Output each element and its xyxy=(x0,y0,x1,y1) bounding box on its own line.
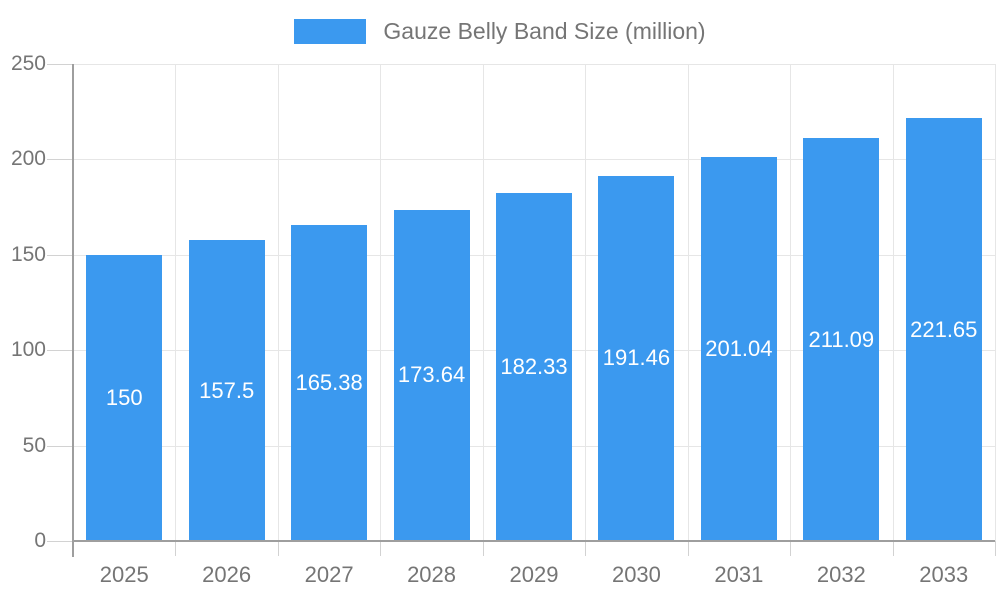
x-axis-tick-label: 2026 xyxy=(202,562,252,587)
y-gridline xyxy=(73,159,995,161)
bar-value-label: 182.33 xyxy=(500,354,568,380)
x-axis-line xyxy=(72,540,995,542)
x-gridline xyxy=(585,64,587,541)
x-axis-tick xyxy=(585,541,587,556)
x-gridline xyxy=(790,64,792,541)
x-axis-tick-label: 2027 xyxy=(304,562,354,587)
bar-2033[interactable]: 221.65 xyxy=(905,118,982,541)
x-axis-tick-label: 2028 xyxy=(407,562,457,587)
y-axis-tick xyxy=(47,254,73,256)
x-gridline xyxy=(380,64,382,541)
y-gridline xyxy=(73,64,995,65)
bar-value-label: 191.46 xyxy=(602,345,671,371)
bar-2031[interactable]: 201.04 xyxy=(700,157,777,541)
bar-2025[interactable]: 150 xyxy=(86,254,163,541)
bar-value-label: 201.04 xyxy=(705,336,773,362)
x-gridline xyxy=(995,64,996,541)
y-axis-tick xyxy=(47,541,73,542)
x-gridline xyxy=(482,64,484,541)
y-axis-tick xyxy=(47,159,73,161)
x-axis-tick xyxy=(790,541,792,556)
y-axis-tick-label: 50 xyxy=(22,433,46,457)
chart-legend: Gauze Belly Band Size (million) xyxy=(0,18,1000,45)
bar-value-label: 221.65 xyxy=(910,316,978,342)
x-axis-tick xyxy=(482,541,484,556)
legend-item[interactable]: Gauze Belly Band Size (million) xyxy=(294,18,706,45)
bar-value-label: 173.64 xyxy=(397,362,466,388)
x-axis-tick-label: 2030 xyxy=(611,562,661,587)
x-gridline xyxy=(277,64,279,541)
y-axis-tick-label: 0 xyxy=(34,529,46,552)
y-axis-tick xyxy=(47,350,73,352)
x-axis-tick xyxy=(687,541,689,556)
y-axis-tick-label: 200 xyxy=(10,147,46,171)
y-axis-tick-label: 150 xyxy=(10,242,46,266)
bar-2028[interactable]: 173.64 xyxy=(393,209,470,541)
x-axis-tick xyxy=(892,541,894,556)
bar-2032[interactable]: 211.09 xyxy=(803,138,880,541)
x-axis-tick-label: 2033 xyxy=(919,562,969,587)
y-axis-tick-label: 250 xyxy=(10,52,46,75)
x-axis-tick-label: 2029 xyxy=(509,562,559,587)
y-axis-tick xyxy=(47,64,73,65)
x-axis-tick-label: 2031 xyxy=(714,562,764,587)
x-axis-tick xyxy=(380,541,382,556)
y-axis-line xyxy=(72,64,74,557)
bar-2027[interactable]: 165.38 xyxy=(291,225,368,541)
bar-value-label: 150 xyxy=(105,384,143,410)
legend-swatch-icon xyxy=(294,19,367,44)
y-axis-tick-label: 100 xyxy=(10,338,46,362)
legend-label: Gauze Belly Band Size (million) xyxy=(383,18,706,44)
bar-value-label: 165.38 xyxy=(295,370,363,396)
bar-2030[interactable]: 191.46 xyxy=(598,175,675,541)
x-axis-tick xyxy=(995,541,996,556)
x-gridline xyxy=(892,64,894,541)
x-gridline xyxy=(175,64,177,541)
bar-value-label: 211.09 xyxy=(808,326,875,352)
x-axis-tick xyxy=(175,541,177,556)
x-axis-tick-label: 2032 xyxy=(816,562,866,587)
bar-value-label: 157.5 xyxy=(199,377,255,403)
bar-2029[interactable]: 182.33 xyxy=(496,193,572,541)
bar-2026[interactable]: 157.5 xyxy=(188,240,265,541)
x-gridline xyxy=(687,64,689,541)
x-axis-tick-label: 2025 xyxy=(99,562,149,587)
y-axis-tick xyxy=(47,445,73,447)
x-axis-tick xyxy=(277,541,279,556)
